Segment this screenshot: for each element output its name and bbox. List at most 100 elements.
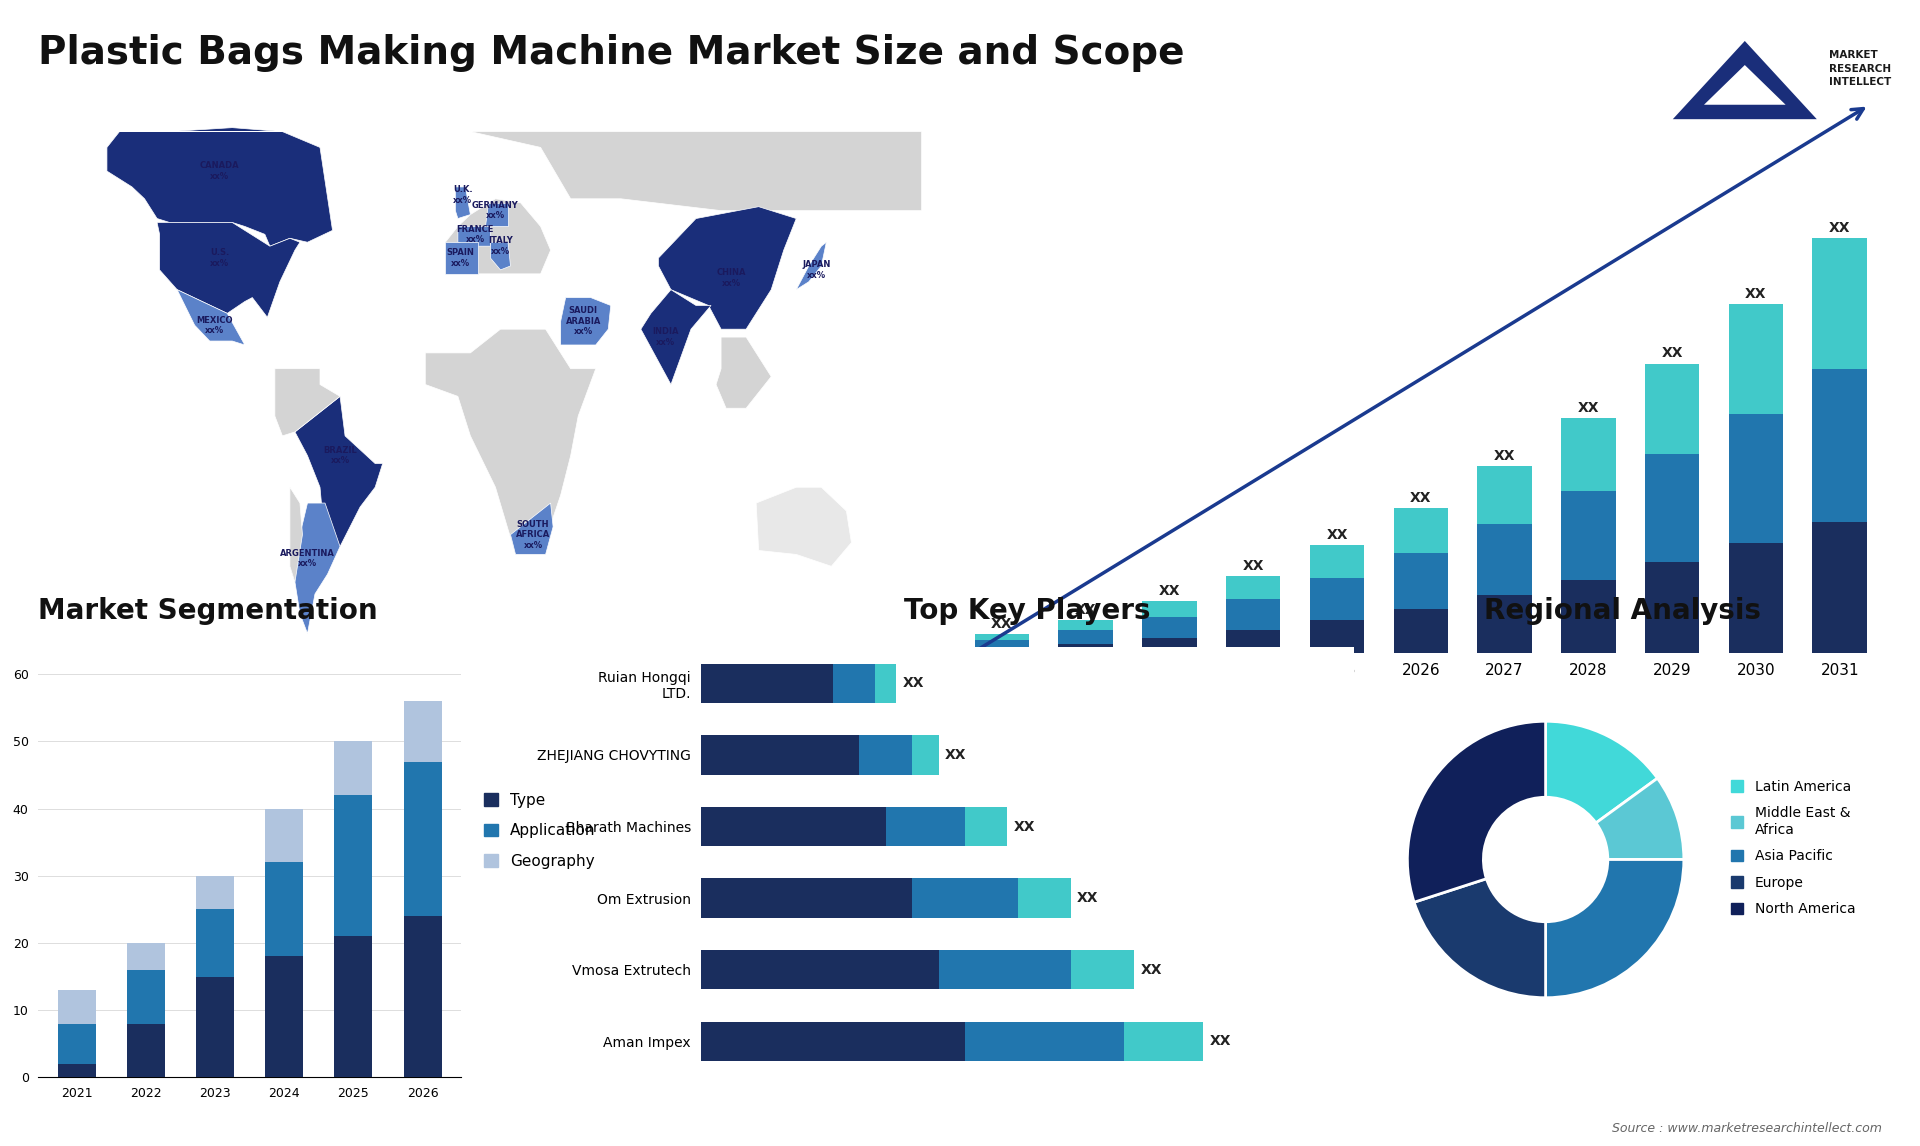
Wedge shape <box>1546 860 1684 998</box>
Bar <box>912 879 1018 918</box>
Text: XX: XX <box>1494 449 1515 463</box>
Text: Market Segmentation: Market Segmentation <box>38 597 378 625</box>
Text: Plastic Bags Making Machine Market Size and Scope: Plastic Bags Making Machine Market Size … <box>38 34 1185 72</box>
Bar <box>1018 879 1071 918</box>
Polygon shape <box>455 187 470 219</box>
Bar <box>701 807 885 846</box>
Bar <box>975 647 1029 653</box>
Bar <box>1394 609 1448 653</box>
Bar <box>1058 620 1114 630</box>
Bar <box>885 807 966 846</box>
Bar <box>1227 630 1281 653</box>
Bar <box>1728 304 1784 414</box>
Bar <box>58 990 96 1023</box>
Bar <box>701 664 833 702</box>
Polygon shape <box>1705 65 1786 104</box>
Wedge shape <box>1415 879 1546 998</box>
Text: XX: XX <box>991 617 1012 630</box>
Text: XX: XX <box>1327 528 1348 542</box>
Text: Top Key Players: Top Key Players <box>904 597 1150 625</box>
Text: Regional Analysis: Regional Analysis <box>1484 597 1761 625</box>
Bar <box>701 879 912 918</box>
Bar <box>1812 369 1866 521</box>
Text: ARGENTINA
xx%: ARGENTINA xx% <box>280 549 334 568</box>
Bar <box>1227 576 1281 599</box>
Bar <box>701 950 939 989</box>
Text: XX: XX <box>1077 892 1098 905</box>
Bar <box>966 807 1008 846</box>
Bar <box>1812 521 1866 653</box>
Polygon shape <box>296 397 382 547</box>
Polygon shape <box>44 132 922 211</box>
Bar <box>334 936 372 1077</box>
Polygon shape <box>1672 41 1816 119</box>
Bar <box>975 639 1029 647</box>
Bar <box>1645 454 1699 563</box>
Bar <box>196 976 234 1077</box>
Bar <box>860 736 912 775</box>
Polygon shape <box>641 290 710 385</box>
Bar <box>1728 414 1784 543</box>
Text: INDIA
xx%: INDIA xx% <box>653 328 680 347</box>
Text: U.S.
xx%: U.S. xx% <box>209 249 228 268</box>
Polygon shape <box>659 206 797 329</box>
Text: XX: XX <box>1140 963 1162 976</box>
Bar <box>939 950 1071 989</box>
Polygon shape <box>445 242 478 274</box>
Bar <box>127 970 165 1023</box>
Text: XX: XX <box>1745 286 1766 300</box>
Text: XX: XX <box>945 748 966 762</box>
Bar <box>334 741 372 795</box>
Text: Source : www.marketresearchintellect.com: Source : www.marketresearchintellect.com <box>1611 1122 1882 1135</box>
Bar <box>127 943 165 970</box>
Legend: Type, Application, Geography: Type, Application, Geography <box>478 787 601 874</box>
Bar <box>1561 580 1615 653</box>
Bar <box>196 876 234 910</box>
Bar <box>1309 578 1365 620</box>
Bar <box>966 1022 1123 1061</box>
Bar <box>334 795 372 936</box>
Bar <box>1058 644 1114 653</box>
Polygon shape <box>424 329 595 555</box>
Polygon shape <box>797 242 826 290</box>
Text: CANADA
xx%: CANADA xx% <box>200 162 240 181</box>
Polygon shape <box>561 298 611 345</box>
Text: SOUTH
AFRICA
xx%: SOUTH AFRICA xx% <box>516 520 551 550</box>
Bar <box>912 736 939 775</box>
Text: JAPAN
xx%: JAPAN xx% <box>803 260 831 280</box>
Polygon shape <box>756 487 851 566</box>
Text: XX: XX <box>1075 603 1096 618</box>
Text: XX: XX <box>1242 559 1263 573</box>
Polygon shape <box>177 290 252 353</box>
Polygon shape <box>108 127 332 246</box>
Legend: Latin America, Middle East &
Africa, Asia Pacific, Europe, North America: Latin America, Middle East & Africa, Asi… <box>1726 775 1860 921</box>
Bar <box>1071 950 1135 989</box>
Text: U.K.
xx%: U.K. xx% <box>453 186 472 204</box>
Bar <box>1142 601 1196 617</box>
Polygon shape <box>490 242 511 270</box>
Text: XX: XX <box>1578 400 1599 415</box>
Bar <box>701 736 860 775</box>
Bar <box>265 862 303 957</box>
Bar <box>1812 238 1866 369</box>
Wedge shape <box>1596 778 1684 860</box>
Polygon shape <box>275 369 340 435</box>
Bar <box>127 1023 165 1077</box>
Bar <box>403 762 442 916</box>
Text: XX: XX <box>1158 584 1181 598</box>
Bar <box>1123 1022 1204 1061</box>
Wedge shape <box>1546 721 1657 823</box>
Text: XX: XX <box>1830 221 1851 235</box>
Bar <box>1476 466 1532 524</box>
Text: XX: XX <box>1210 1035 1231 1049</box>
Text: SPAIN
xx%: SPAIN xx% <box>447 249 474 268</box>
Bar <box>1561 417 1615 490</box>
Bar <box>1058 630 1114 644</box>
Bar <box>1227 599 1281 630</box>
Bar <box>1476 524 1532 595</box>
Text: XX: XX <box>1409 492 1432 505</box>
Text: MARKET
RESEARCH
INTELLECT: MARKET RESEARCH INTELLECT <box>1828 50 1891 87</box>
Polygon shape <box>157 222 300 317</box>
Text: GERMANY
xx%: GERMANY xx% <box>472 201 518 220</box>
Text: XX: XX <box>902 676 924 690</box>
